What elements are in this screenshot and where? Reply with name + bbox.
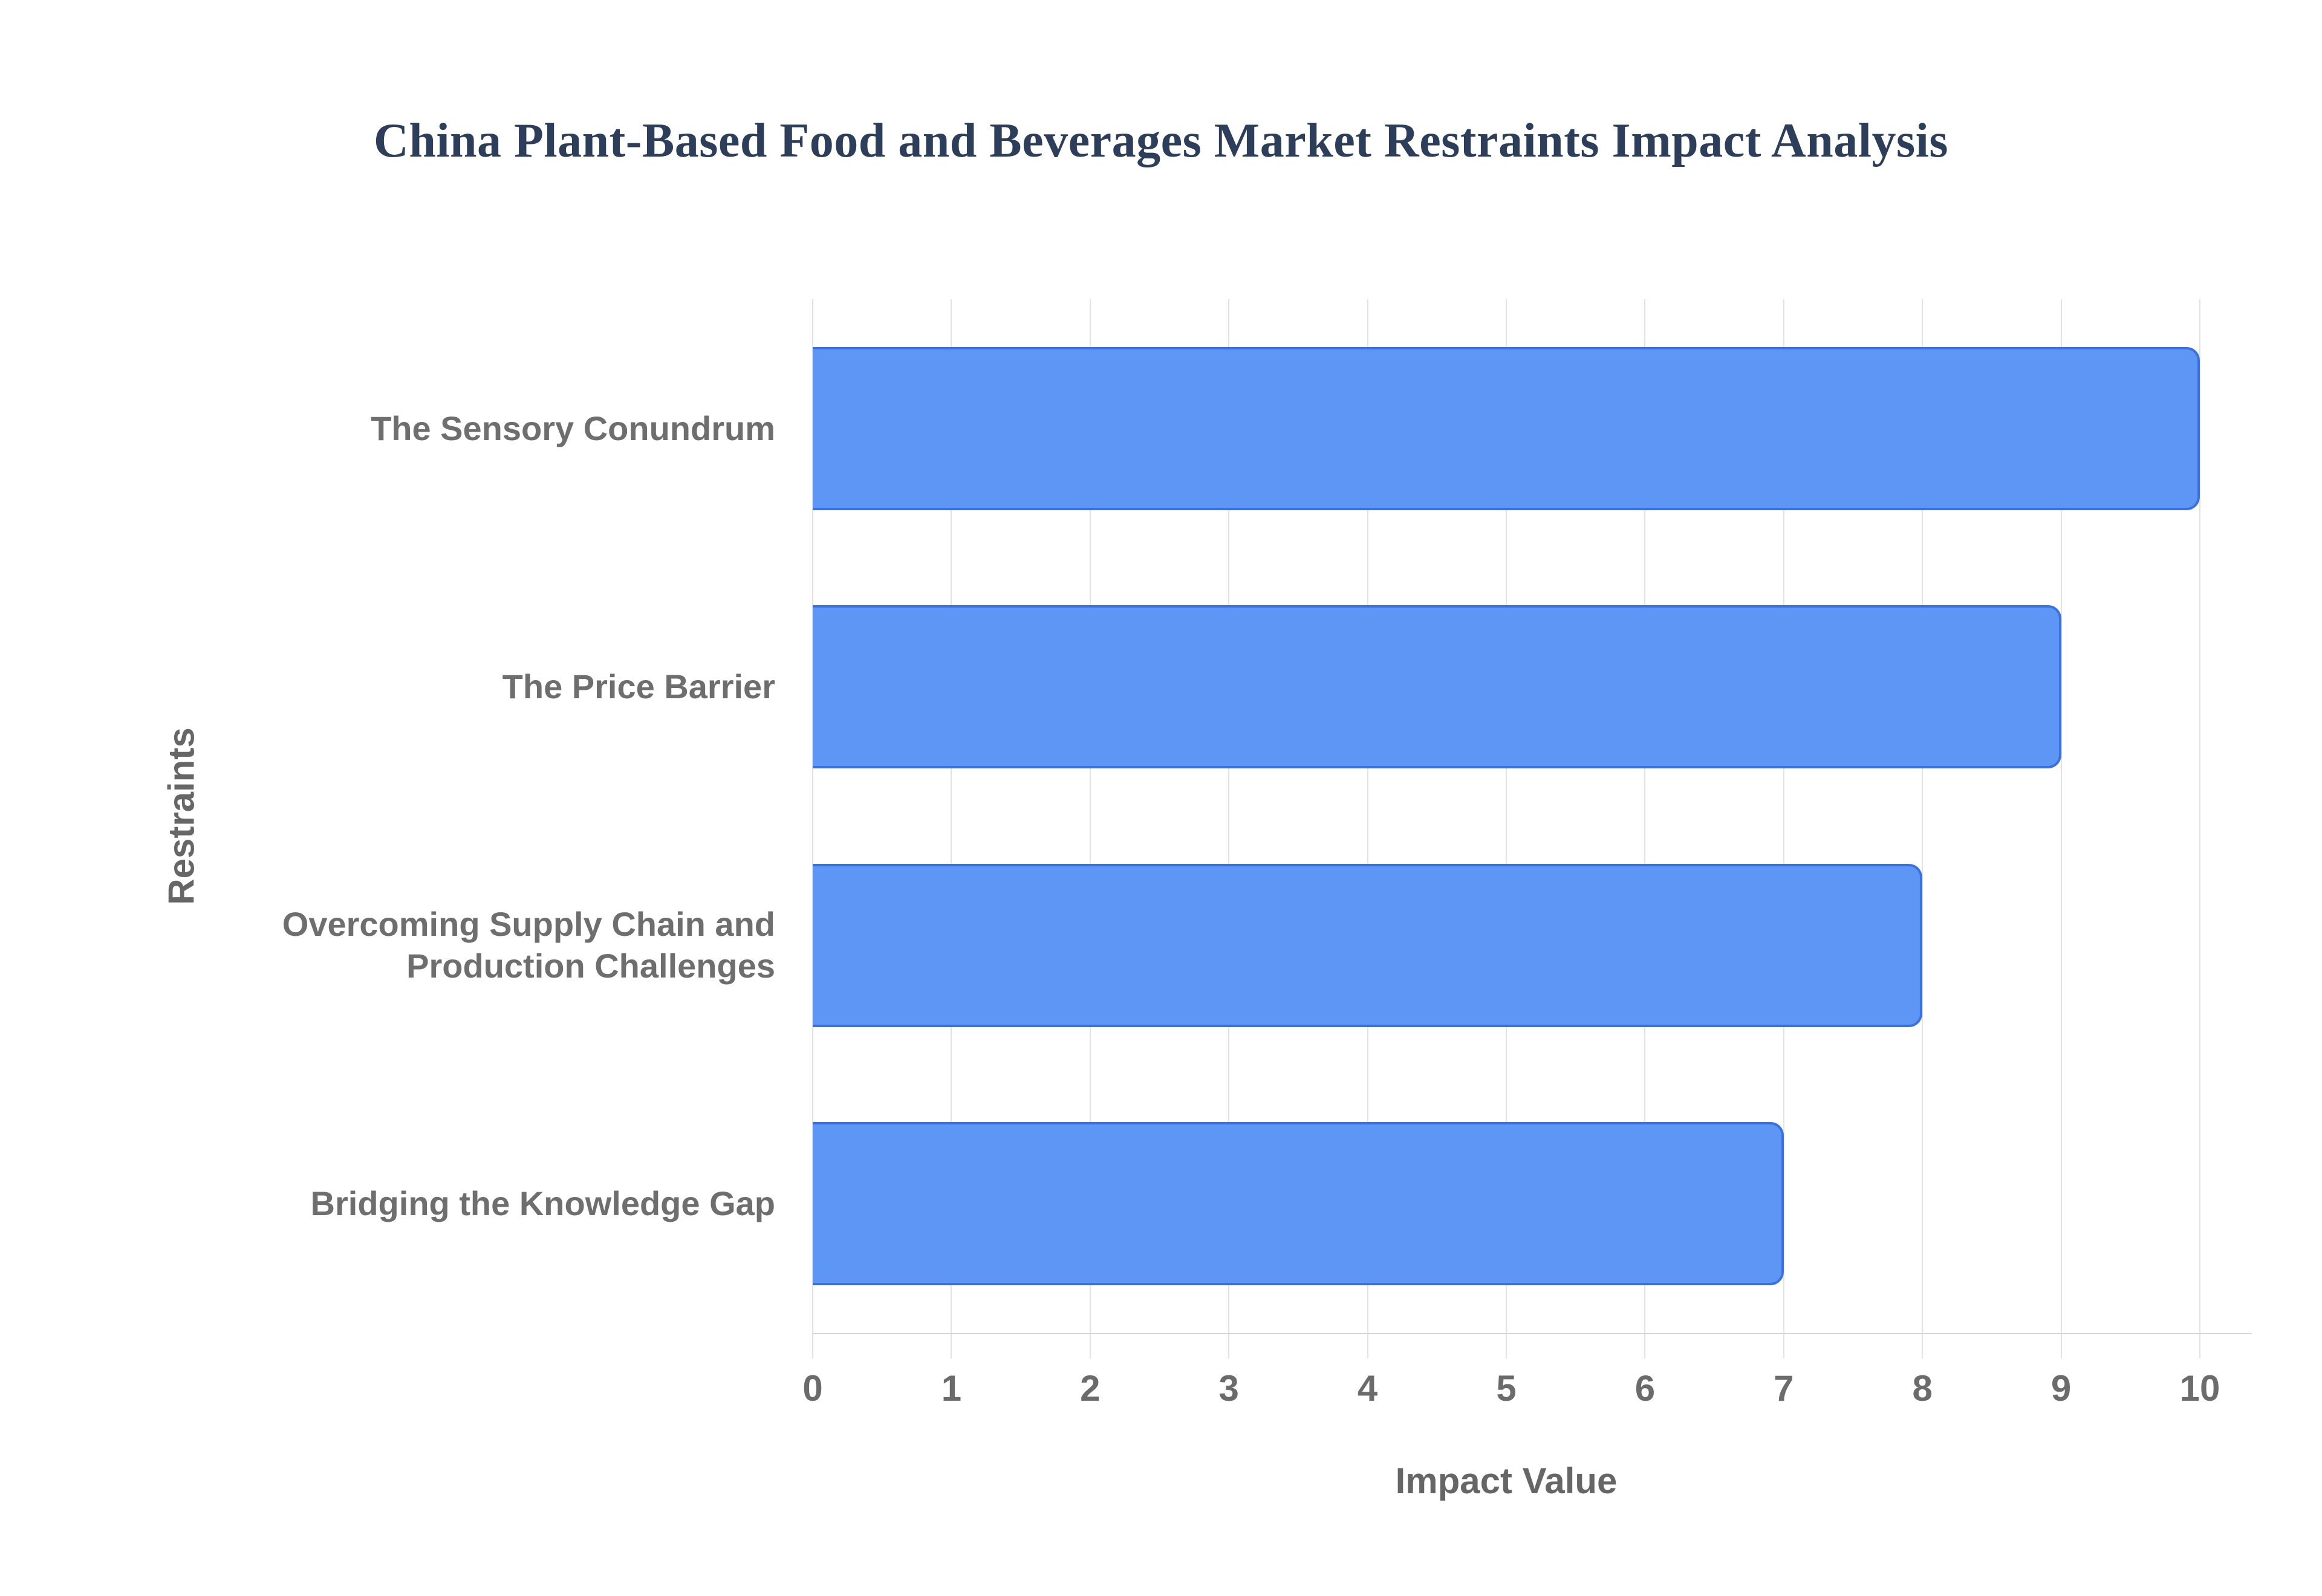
bar-rows: The Sensory Conundrum The Price Barrier …: [0, 299, 2322, 1333]
y-axis-title: Restraints: [161, 727, 202, 905]
x-gridlines: [812, 299, 2200, 1358]
gridline-x-1: [951, 299, 952, 1358]
bar-supply-chain: [813, 863, 1923, 1027]
gridline-x-9: [2060, 299, 2062, 1358]
category-label-knowledge-gap: Bridging the Knowledge Gap: [310, 1184, 775, 1223]
x-tick: 2: [1080, 1368, 1101, 1409]
gridline-x-2: [1089, 299, 1091, 1358]
gridline-x-10: [2199, 299, 2200, 1358]
bar-knowledge-gap: [813, 1122, 1784, 1286]
x-tick: 10: [2179, 1368, 2220, 1409]
bar-row: The Sensory Conundrum: [0, 299, 2322, 558]
x-tick: 3: [1218, 1368, 1239, 1409]
chart-title: China Plant-Based Food and Beverages Mar…: [374, 114, 1948, 167]
gridline-x-8: [1922, 299, 1924, 1358]
bar-row: The Price Barrier: [0, 558, 2322, 817]
gridline-x-5: [1506, 299, 1507, 1358]
category-label-sensory-conundrum: The Sensory Conundrum: [371, 409, 775, 447]
gridline-x-7: [1783, 299, 1784, 1358]
x-axis-tick-labels: 0 1 2 3 4 5 6 7 8 9 10: [802, 1367, 2220, 1422]
x-axis-line: [813, 1333, 2252, 1334]
gridline-x-4: [1367, 299, 1368, 1358]
gridline-x-6: [1644, 299, 1646, 1358]
x-tick: 4: [1357, 1368, 1378, 1409]
category-label-price-barrier: The Price Barrier: [502, 667, 775, 706]
x-tick: 7: [1774, 1368, 1794, 1409]
x-tick: 6: [1634, 1368, 1656, 1409]
x-axis-title: Impact Value: [1395, 1461, 1618, 1501]
x-tick: 8: [1912, 1368, 1933, 1409]
bar-price-barrier: [813, 605, 2061, 769]
x-tick: 1: [941, 1368, 962, 1409]
bar-row: Bridging the Knowledge Gap: [0, 1075, 2322, 1334]
gridline-x-3: [1228, 299, 1230, 1358]
bar-sensory-conundrum: [813, 346, 2200, 510]
x-tick: 0: [802, 1368, 823, 1409]
bar-row: Overcoming Supply Chain and Production C…: [0, 816, 2322, 1075]
x-tick: 5: [1496, 1368, 1517, 1409]
gridline-x-0: [812, 299, 813, 1358]
x-tick: 9: [2050, 1368, 2072, 1409]
category-label-supply-chain: Overcoming Supply Chain and Production C…: [282, 905, 775, 985]
